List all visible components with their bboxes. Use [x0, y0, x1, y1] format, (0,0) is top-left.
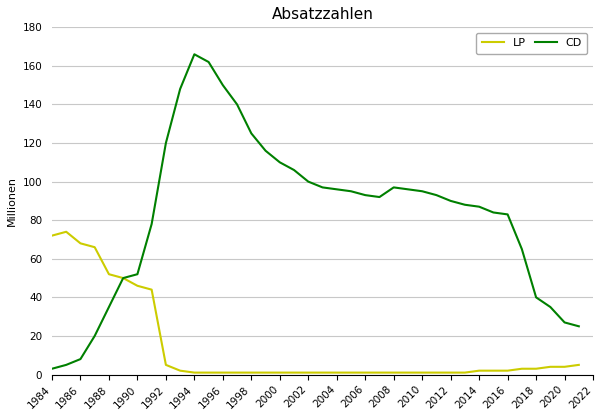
LP	[404, 370, 412, 375]
CD	[205, 60, 212, 65]
LP	[376, 370, 383, 375]
CD	[547, 304, 554, 309]
CD	[106, 304, 113, 309]
LP	[49, 233, 56, 238]
CD	[376, 195, 383, 200]
LP	[333, 370, 340, 375]
CD	[404, 187, 412, 192]
CD	[162, 141, 169, 146]
LP	[504, 368, 511, 373]
LP	[305, 370, 312, 375]
LP	[347, 370, 355, 375]
CD	[305, 179, 312, 184]
CD	[191, 52, 198, 57]
CD	[219, 83, 226, 88]
CD	[290, 168, 298, 173]
CD	[433, 193, 440, 198]
CD	[347, 189, 355, 194]
LP	[433, 370, 440, 375]
CD	[532, 295, 539, 300]
CD	[276, 160, 283, 165]
CD	[575, 324, 583, 329]
LP	[77, 241, 84, 246]
LP	[119, 276, 127, 281]
LP	[162, 362, 169, 367]
CD	[119, 276, 127, 281]
LP	[219, 370, 226, 375]
CD	[333, 187, 340, 192]
CD	[62, 362, 70, 367]
LP	[476, 368, 483, 373]
CD	[77, 357, 84, 362]
LP	[518, 366, 526, 371]
CD	[504, 212, 511, 217]
LP	[390, 370, 397, 375]
LP	[248, 370, 255, 375]
CD	[176, 86, 184, 91]
LP	[148, 287, 155, 292]
CD	[490, 210, 497, 215]
CD	[419, 189, 426, 194]
CD	[49, 366, 56, 371]
LP	[532, 366, 539, 371]
CD	[134, 272, 141, 277]
CD	[476, 204, 483, 209]
CD	[447, 198, 454, 203]
LP	[447, 370, 454, 375]
CD	[561, 320, 568, 325]
Line: LP: LP	[52, 232, 579, 373]
LP	[262, 370, 269, 375]
CD	[518, 246, 526, 251]
LP	[106, 272, 113, 277]
LP	[319, 370, 326, 375]
CD	[390, 185, 397, 190]
LP	[290, 370, 298, 375]
CD	[91, 334, 98, 339]
Title: Absatzzahlen: Absatzzahlen	[272, 7, 373, 22]
CD	[319, 185, 326, 190]
Line: CD: CD	[52, 54, 579, 369]
CD	[262, 148, 269, 153]
LP	[62, 229, 70, 234]
LP	[176, 368, 184, 373]
LP	[134, 283, 141, 288]
Y-axis label: Millionen: Millionen	[7, 176, 17, 226]
LP	[419, 370, 426, 375]
Legend: LP, CD: LP, CD	[476, 33, 587, 54]
LP	[233, 370, 241, 375]
LP	[276, 370, 283, 375]
LP	[205, 370, 212, 375]
CD	[233, 102, 241, 107]
LP	[461, 370, 469, 375]
CD	[148, 221, 155, 226]
CD	[248, 131, 255, 136]
LP	[547, 364, 554, 369]
LP	[490, 368, 497, 373]
CD	[461, 202, 469, 207]
LP	[561, 364, 568, 369]
LP	[91, 245, 98, 250]
LP	[191, 370, 198, 375]
LP	[362, 370, 369, 375]
CD	[362, 193, 369, 198]
LP	[575, 362, 583, 367]
